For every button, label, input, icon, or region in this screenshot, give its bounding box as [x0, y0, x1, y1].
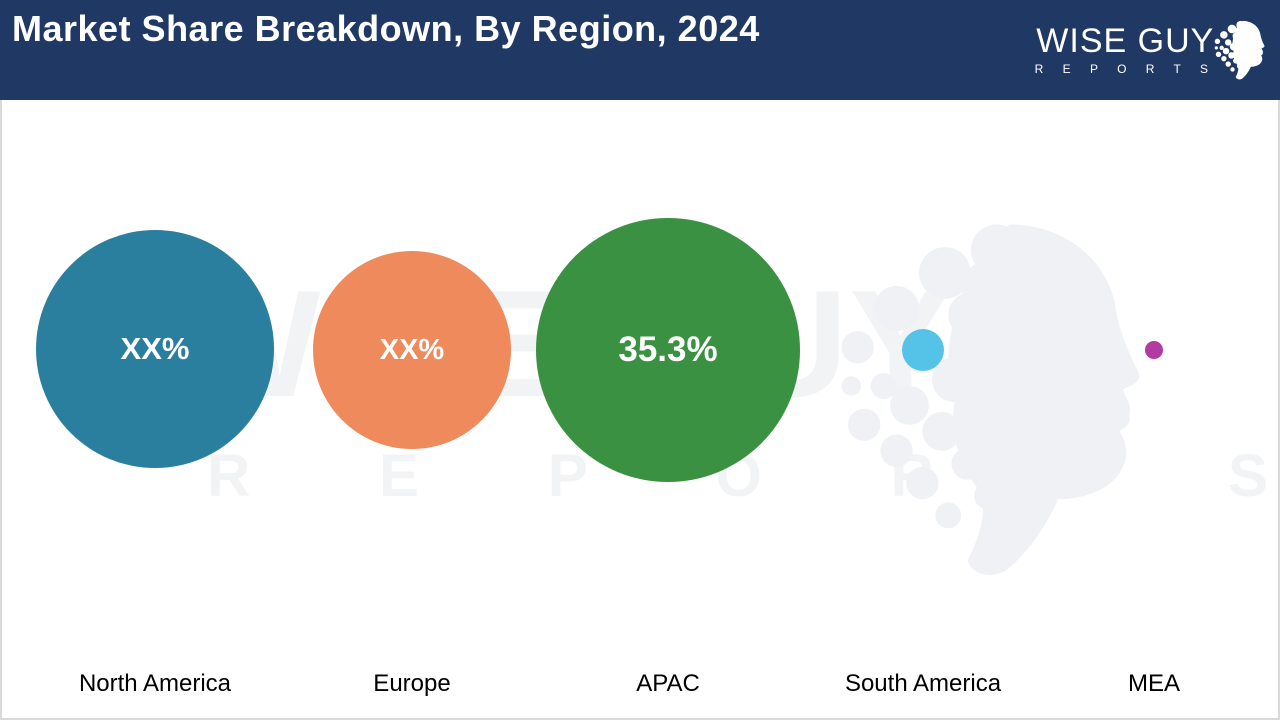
logo-text: WISE GUY R E P O R T S	[1035, 24, 1216, 76]
logo-subtitle: R E P O R T S	[1034, 62, 1216, 76]
bubble-apac: 35.3%	[536, 218, 800, 482]
watermark-head-icon	[841, 224, 1140, 575]
category-label-apac: APAC	[636, 670, 700, 697]
bubble-value-label: 35.3%	[618, 330, 718, 369]
page-title: Market Share Breakdown, By Region, 2024	[12, 8, 760, 49]
logo-wordmark: WISE GUY	[1036, 22, 1215, 60]
bubble-south-america	[902, 329, 944, 371]
wise-guy-head-icon	[1214, 20, 1265, 80]
chart-area: WISE GUY R E P O R T S XX%	[0, 100, 1280, 720]
category-label-north-america: North America	[78, 670, 232, 697]
category-label-europe: Europe	[373, 670, 451, 697]
bubble-europe: XX%	[313, 251, 511, 449]
category-label-mea: MEA	[1127, 670, 1181, 697]
header: Market Share Breakdown, By Region, 2024 …	[0, 0, 1280, 100]
bubble-north-america: XX%	[36, 230, 274, 468]
wise-guy-logo: WISE GUY R E P O R T S	[1035, 8, 1266, 92]
bubble-value-label: XX%	[379, 333, 445, 366]
bubble-value-label: XX%	[120, 331, 190, 366]
category-label-south-america: South America	[844, 670, 1002, 697]
bubble-mea	[1145, 341, 1163, 359]
